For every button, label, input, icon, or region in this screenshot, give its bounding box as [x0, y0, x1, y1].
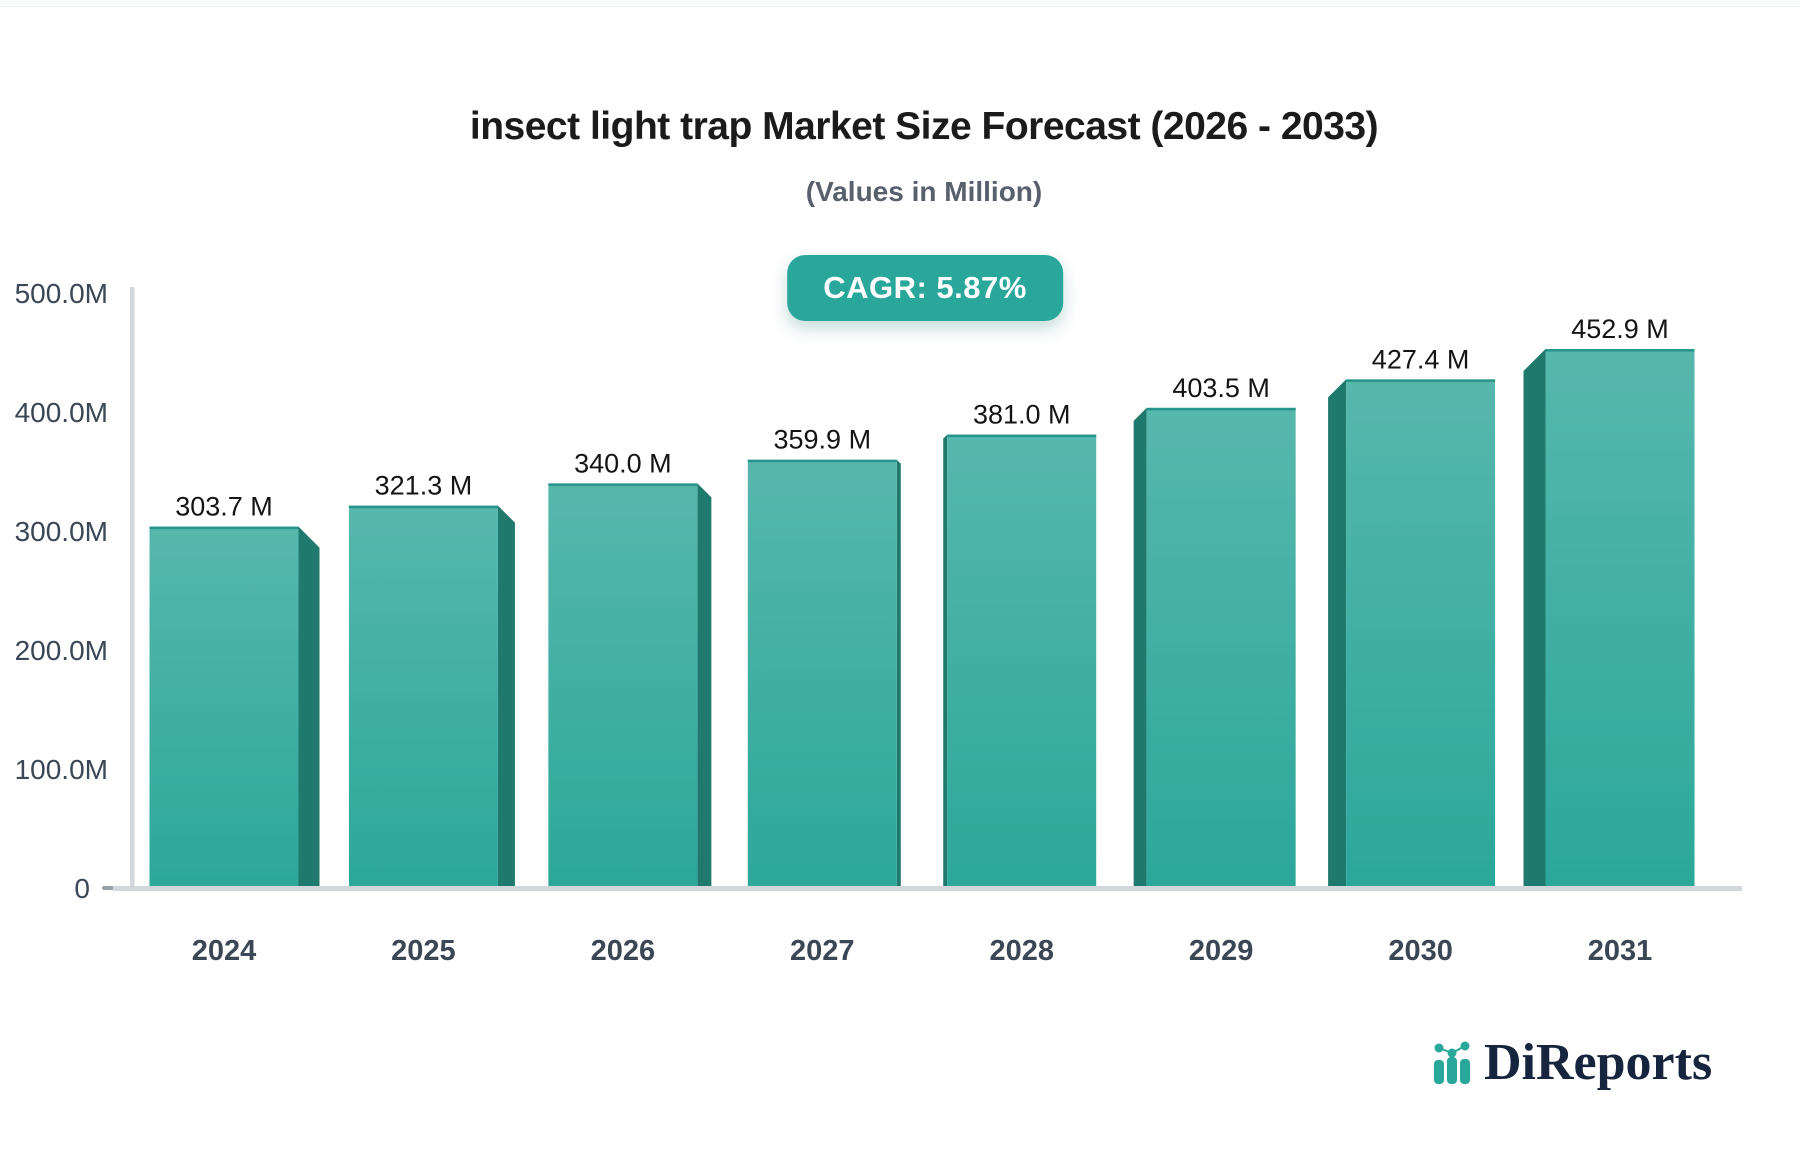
bar-side-face [1523, 349, 1546, 891]
bar-side-face [896, 459, 901, 891]
bar-value-label-2024: 303.7 M [175, 492, 273, 522]
bar-top-edge [348, 505, 498, 509]
bar-top-edge [149, 526, 299, 530]
x-axis-label-2026: 2026 [591, 935, 656, 967]
x-axis-label-2030: 2030 [1388, 935, 1453, 967]
y-axis-label-0: 0 [74, 873, 90, 904]
bar-2027: 359.9 M [747, 425, 901, 891]
bar-2028: 381.0 M [943, 400, 1097, 891]
bar-top-edge [1146, 407, 1296, 411]
brand-logo: DiReports [1432, 1034, 1713, 1091]
bar-face [548, 483, 698, 888]
bar-value-label-2026: 340.0 M [574, 448, 672, 478]
chart-subtitle: (Values in Million) [805, 176, 1043, 207]
bar-face [1146, 407, 1296, 888]
bar-face [747, 459, 897, 888]
y-axis-label-300: 300.0M [15, 516, 108, 547]
bar-value-label-2028: 381.0 M [973, 400, 1071, 430]
logo-chart-icon [1434, 1041, 1470, 1084]
bar-side-face [497, 505, 515, 891]
bar-side-face [697, 483, 712, 891]
bar-value-label-2029: 403.5 M [1172, 373, 1270, 403]
x-axis-label-2029: 2029 [1189, 935, 1254, 967]
bar-2024: 303.7 M [149, 492, 320, 891]
bar-side-face [943, 434, 948, 891]
bar-value-label-2031: 452.9 M [1571, 314, 1669, 344]
chart-title: insect light trap Market Size Forecast (… [469, 105, 1379, 148]
bar-value-label-2030: 427.4 M [1372, 344, 1470, 374]
bar-value-label-2025: 321.3 M [375, 471, 473, 501]
cagr-badge-label: CAGR: 5.87% [823, 270, 1027, 305]
bar-value-label-2027: 359.9 M [774, 425, 872, 455]
x-axis-label-2028: 2028 [989, 935, 1054, 967]
bar-top-edge [947, 434, 1097, 438]
bar-side-face [298, 526, 320, 891]
bar-2026: 340.0 M [548, 448, 712, 891]
x-axis-label-2025: 2025 [391, 935, 456, 967]
bar-2025: 321.3 M [348, 471, 515, 891]
bar-side-face [1133, 407, 1147, 891]
bar-2029: 403.5 M [1133, 373, 1296, 891]
bar-face [149, 526, 299, 888]
y-axis-label-100: 100.0M [15, 754, 108, 785]
bar-top-edge [548, 483, 698, 486]
bar-face [947, 434, 1097, 888]
x-axis-label-2027: 2027 [790, 935, 855, 967]
bar-face [348, 505, 498, 888]
bar-2030: 427.4 M [1328, 344, 1496, 891]
bar-top-edge [747, 459, 897, 463]
y-axis-label-400: 400.0M [15, 397, 108, 428]
y-axis-line [130, 287, 135, 891]
y-axis-label-500: 500.0M [15, 278, 108, 309]
bar-face [1545, 349, 1695, 888]
y-axis-label-200: 200.0M [15, 635, 108, 666]
bar-face [1346, 379, 1496, 888]
bar-side-face [1328, 379, 1347, 891]
bar-top-edge [1346, 379, 1496, 382]
bar-2031: 452.9 M [1523, 314, 1695, 891]
bar-top-edge [1545, 349, 1695, 352]
x-axis-label-2024: 2024 [192, 935, 257, 967]
x-axis-label-2031: 2031 [1588, 935, 1653, 967]
x-axis-line [113, 886, 1742, 891]
cagr-badge: CAGR: 5.87% [787, 255, 1063, 321]
logo-text: DiReports [1484, 1034, 1713, 1091]
